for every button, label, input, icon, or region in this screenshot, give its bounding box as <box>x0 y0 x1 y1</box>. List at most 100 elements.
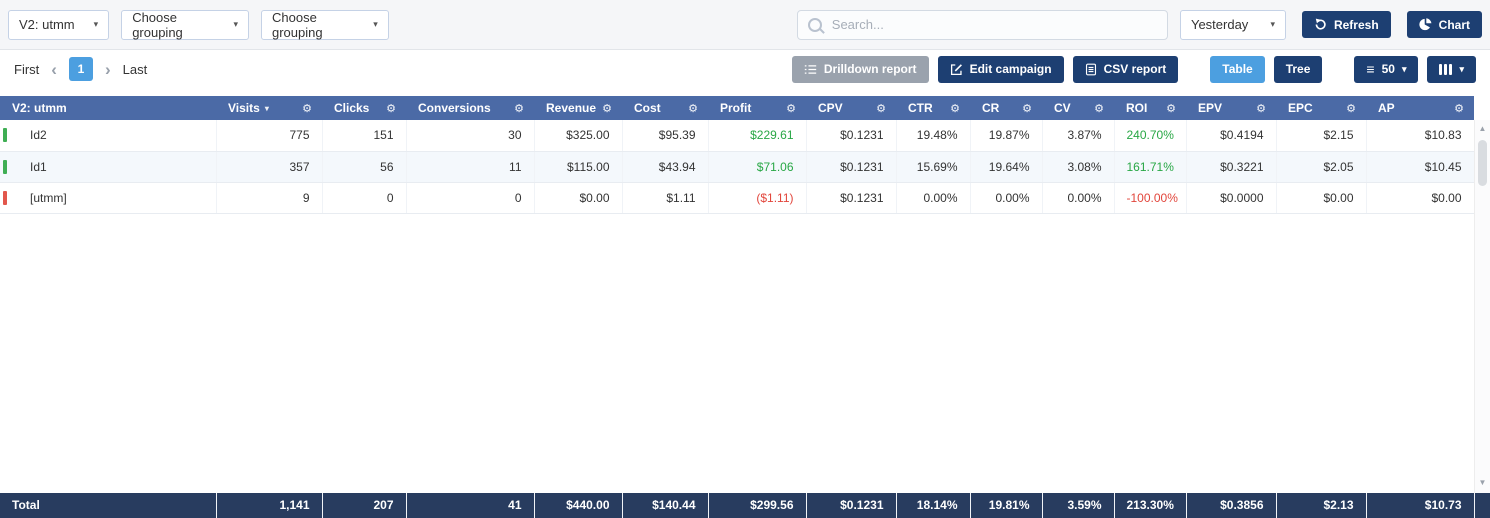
column-settings-gear-icon[interactable]: ⚙ <box>688 102 698 115</box>
column-settings-gear-icon[interactable]: ⚙ <box>1454 102 1464 115</box>
tree-view-button[interactable]: Tree <box>1273 55 1323 83</box>
column-settings-gear-icon[interactable]: ⚙ <box>1166 102 1176 115</box>
rows-per-page-button[interactable]: ≡ 50 ▾ <box>1354 55 1419 83</box>
column-settings-gear-icon[interactable]: ⚙ <box>302 102 312 115</box>
column-settings-gear-icon[interactable]: ⚙ <box>1094 102 1104 115</box>
total-ctr: 18.14% <box>896 493 971 518</box>
column-label: Profit <box>720 101 752 115</box>
column-header-clicks[interactable]: Clicks ⚙ <box>322 96 406 120</box>
cell-epv: $0.4194 <box>1186 120 1277 152</box>
cell-cv: 3.87% <box>1042 120 1115 152</box>
cell-epc: $2.05 <box>1276 151 1367 183</box>
column-label: Visits <box>228 101 260 115</box>
column-header-epv[interactable]: EPV ⚙ <box>1186 96 1276 120</box>
sort-desc-icon: ▾ <box>264 103 269 113</box>
refresh-label: Refresh <box>1333 17 1379 32</box>
column-header-conversions[interactable]: Conversions ⚙ <box>406 96 534 120</box>
chevron-down-icon: ▾ <box>233 19 238 29</box>
csv-file-icon <box>1085 63 1096 75</box>
grouping-select-2[interactable]: Choose grouping ▾ <box>260 9 389 40</box>
grouping-select-1[interactable]: Choose grouping ▾ <box>121 9 249 40</box>
table-row[interactable]: Id1 357 56 11 $115.00 $43.94 $71.06 $0.1231 15.6… <box>0 151 1475 183</box>
search-box[interactable] <box>796 9 1168 40</box>
total-visits: 1,141 <box>216 493 323 518</box>
cell-roi: 161.71% <box>1114 151 1187 183</box>
total-row: Total 1,141 207 41 $440.00 $140.44 $299.56 $0.1… <box>0 493 1475 518</box>
total-bar: Total 1,141 207 41 $440.00 $140.44 $299.56 $0.1… <box>0 493 1490 518</box>
cell-epc: $0.00 <box>1276 182 1367 214</box>
table-row[interactable]: [utmm] 9 0 0 $0.00 $1.11 ($1.11) $0.1231 0.00% 0.… <box>0 182 1475 214</box>
cell-cr: 0.00% <box>970 182 1043 214</box>
total-roi: 213.30% <box>1114 493 1187 518</box>
status-indicator-green <box>3 128 7 143</box>
columns-button[interactable]: ▾ <box>1427 55 1476 83</box>
columns-icon <box>1439 63 1453 75</box>
column-settings-gear-icon[interactable]: ⚙ <box>786 102 796 115</box>
rows-per-page-value: 50 <box>1381 62 1395 76</box>
pagination-first[interactable]: First <box>14 61 40 77</box>
cell-ctr: 15.69% <box>896 151 971 183</box>
column-settings-gear-icon[interactable]: ⚙ <box>1022 102 1032 115</box>
cell-conversions: 30 <box>406 120 535 152</box>
column-header-revenue[interactable]: Revenue ⚙ <box>534 96 622 120</box>
column-settings-gear-icon[interactable]: ⚙ <box>1346 102 1356 115</box>
scroll-up-icon[interactable]: ▲ <box>1478 124 1487 133</box>
table-view-button[interactable]: Table <box>1210 55 1265 83</box>
cell-name[interactable]: Id2 <box>0 120 217 152</box>
cell-cost: $95.39 <box>622 120 709 152</box>
total-conversions: 41 <box>406 493 535 518</box>
chart-button[interactable]: Chart <box>1406 11 1482 38</box>
csv-report-label: CSV report <box>1103 62 1167 76</box>
column-header-cv[interactable]: CV ⚙ <box>1042 96 1114 120</box>
column-header-name[interactable]: V2: utmm <box>0 96 216 120</box>
campaign-select-value: V2: utmm <box>19 17 75 32</box>
campaign-select[interactable]: V2: utmm ▾ <box>8 9 110 40</box>
grouping-select-2-value: Choose grouping <box>271 9 323 40</box>
vertical-scrollbar[interactable]: ▲ ▼ <box>1474 120 1490 493</box>
table-row[interactable]: Id2 775 151 30 $325.00 $95.39 $229.61 $0.1231 19… <box>0 120 1475 152</box>
column-settings-gear-icon[interactable]: ⚙ <box>1256 102 1266 115</box>
cell-cv: 3.08% <box>1042 151 1115 183</box>
drilldown-report-button[interactable]: Drilldown report <box>791 55 929 83</box>
refresh-button[interactable]: Refresh <box>1301 11 1391 38</box>
cell-name[interactable]: Id1 <box>0 151 217 183</box>
csv-report-button[interactable]: CSV report <box>1072 55 1179 83</box>
column-settings-gear-icon[interactable]: ⚙ <box>950 102 960 115</box>
cell-roi: -100.00% <box>1114 182 1187 214</box>
column-settings-gear-icon[interactable]: ⚙ <box>514 102 524 115</box>
column-settings-gear-icon[interactable]: ⚙ <box>386 102 396 115</box>
column-header-ctr[interactable]: CTR ⚙ <box>896 96 970 120</box>
cell-name[interactable]: [utmm] <box>0 182 217 214</box>
column-label: ROI <box>1126 101 1148 115</box>
cell-cr: 19.87% <box>970 120 1043 152</box>
column-settings-gear-icon[interactable]: ⚙ <box>876 102 886 115</box>
chevron-right-icon[interactable]: › <box>104 59 111 79</box>
scrollbar-thumb[interactable] <box>1478 140 1487 186</box>
total-revenue: $440.00 <box>534 493 623 518</box>
total-cost: $140.44 <box>622 493 709 518</box>
column-header-cpv[interactable]: CPV ⚙ <box>806 96 896 120</box>
column-settings-gear-icon[interactable]: ⚙ <box>602 102 612 115</box>
chevron-left-icon[interactable]: ‹ <box>51 59 57 79</box>
cell-revenue: $325.00 <box>534 120 623 152</box>
edit-campaign-button[interactable]: Edit campaign <box>937 55 1064 83</box>
column-header-profit[interactable]: Profit ⚙ <box>708 96 806 120</box>
column-label: Clicks <box>334 101 370 115</box>
cell-visits: 9 <box>216 182 323 214</box>
date-range-select[interactable]: Yesterday ▾ <box>1179 9 1286 40</box>
status-indicator-red <box>3 190 7 205</box>
scroll-down-icon[interactable]: ▼ <box>1478 478 1487 487</box>
column-header-cost[interactable]: Cost ⚙ <box>622 96 708 120</box>
column-header-epc[interactable]: EPC ⚙ <box>1276 96 1366 120</box>
refresh-icon <box>1315 18 1326 30</box>
column-header-ap[interactable]: AP ⚙ <box>1366 96 1474 120</box>
pagination-last[interactable]: Last <box>122 61 148 77</box>
column-header-visits[interactable]: Visits ▾ ⚙ <box>216 96 322 120</box>
pagination-page-1[interactable]: 1 <box>68 57 93 81</box>
table-header-row: V2: utmm Visits ▾ ⚙ Clicks ⚙ Conversions ⚙ Reven… <box>0 96 1474 120</box>
column-header-cr[interactable]: CR ⚙ <box>970 96 1042 120</box>
cell-ctr: 0.00% <box>896 182 971 214</box>
search-input[interactable] <box>829 16 1157 33</box>
total-cv: 3.59% <box>1042 493 1115 518</box>
column-header-roi[interactable]: ROI ⚙ <box>1114 96 1186 120</box>
